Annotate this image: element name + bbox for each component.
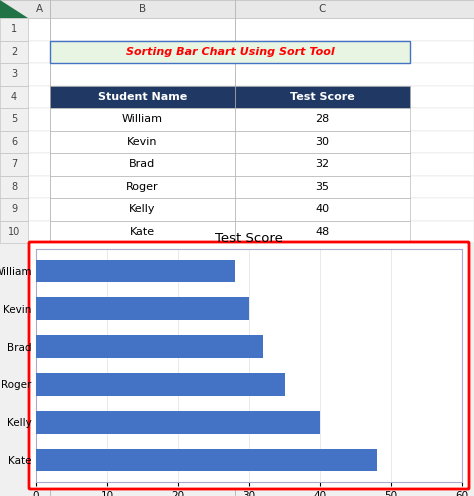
Bar bbox=[50, 130, 235, 153]
Bar bbox=[0, 153, 28, 176]
Bar bbox=[0, 130, 28, 153]
Text: 4: 4 bbox=[11, 92, 17, 102]
Text: 2: 2 bbox=[11, 47, 17, 57]
Bar bbox=[50, 108, 235, 130]
Bar bbox=[36, 411, 320, 434]
Bar bbox=[28, 18, 474, 41]
Bar bbox=[36, 259, 235, 282]
Bar bbox=[50, 198, 235, 221]
Bar bbox=[50, 221, 235, 243]
Bar bbox=[50, 41, 410, 63]
Bar bbox=[50, 176, 235, 198]
Bar bbox=[28, 130, 474, 153]
Text: William: William bbox=[122, 114, 163, 124]
Text: 40: 40 bbox=[315, 204, 329, 214]
Text: 48: 48 bbox=[315, 227, 329, 237]
Bar bbox=[235, 130, 410, 153]
Bar bbox=[0, 41, 28, 63]
Text: Brad: Brad bbox=[129, 159, 155, 169]
Text: 9: 9 bbox=[11, 204, 17, 214]
Text: C: C bbox=[319, 4, 326, 14]
Bar bbox=[235, 198, 410, 221]
Bar bbox=[235, 85, 410, 108]
Bar bbox=[28, 198, 474, 221]
Bar bbox=[50, 85, 235, 108]
Bar bbox=[0, 0, 474, 18]
Bar bbox=[50, 153, 235, 176]
Bar bbox=[36, 373, 284, 396]
Bar bbox=[36, 335, 263, 358]
Bar bbox=[235, 108, 410, 130]
Bar bbox=[28, 221, 474, 243]
Bar bbox=[28, 63, 474, 85]
Text: Roger: Roger bbox=[126, 182, 159, 192]
Bar bbox=[0, 221, 28, 243]
Text: 6: 6 bbox=[11, 137, 17, 147]
Bar bbox=[0, 198, 28, 221]
Bar bbox=[28, 153, 474, 176]
Bar bbox=[235, 221, 410, 243]
Bar bbox=[0, 18, 28, 41]
Bar bbox=[28, 108, 474, 130]
FancyBboxPatch shape bbox=[29, 242, 469, 489]
Text: 10: 10 bbox=[8, 227, 20, 237]
Bar bbox=[28, 85, 474, 108]
Bar bbox=[36, 298, 249, 320]
Text: Kevin: Kevin bbox=[127, 137, 158, 147]
Bar bbox=[36, 449, 377, 471]
Text: 5: 5 bbox=[11, 114, 17, 124]
Bar bbox=[28, 176, 474, 198]
Text: 28: 28 bbox=[315, 114, 329, 124]
Text: Test Score: Test Score bbox=[290, 92, 355, 102]
Text: Kelly: Kelly bbox=[129, 204, 156, 214]
Title: Test Score: Test Score bbox=[215, 232, 283, 245]
Text: A: A bbox=[36, 4, 43, 14]
Polygon shape bbox=[0, 0, 28, 18]
Text: 7: 7 bbox=[11, 159, 17, 169]
Bar bbox=[235, 176, 410, 198]
Bar bbox=[0, 176, 28, 198]
Text: 3: 3 bbox=[11, 69, 17, 79]
Text: B: B bbox=[139, 4, 146, 14]
Text: Sorting Bar Chart Using Sort Tool: Sorting Bar Chart Using Sort Tool bbox=[126, 47, 334, 57]
Text: 32: 32 bbox=[315, 159, 329, 169]
Text: 35: 35 bbox=[316, 182, 329, 192]
Bar bbox=[28, 41, 474, 63]
Text: 1: 1 bbox=[11, 24, 17, 34]
Text: Student Name: Student Name bbox=[98, 92, 187, 102]
Text: 8: 8 bbox=[11, 182, 17, 192]
Bar bbox=[0, 108, 28, 130]
Bar bbox=[235, 153, 410, 176]
Bar bbox=[0, 85, 28, 108]
Text: 30: 30 bbox=[316, 137, 329, 147]
Text: Kate: Kate bbox=[130, 227, 155, 237]
Bar bbox=[0, 63, 28, 85]
